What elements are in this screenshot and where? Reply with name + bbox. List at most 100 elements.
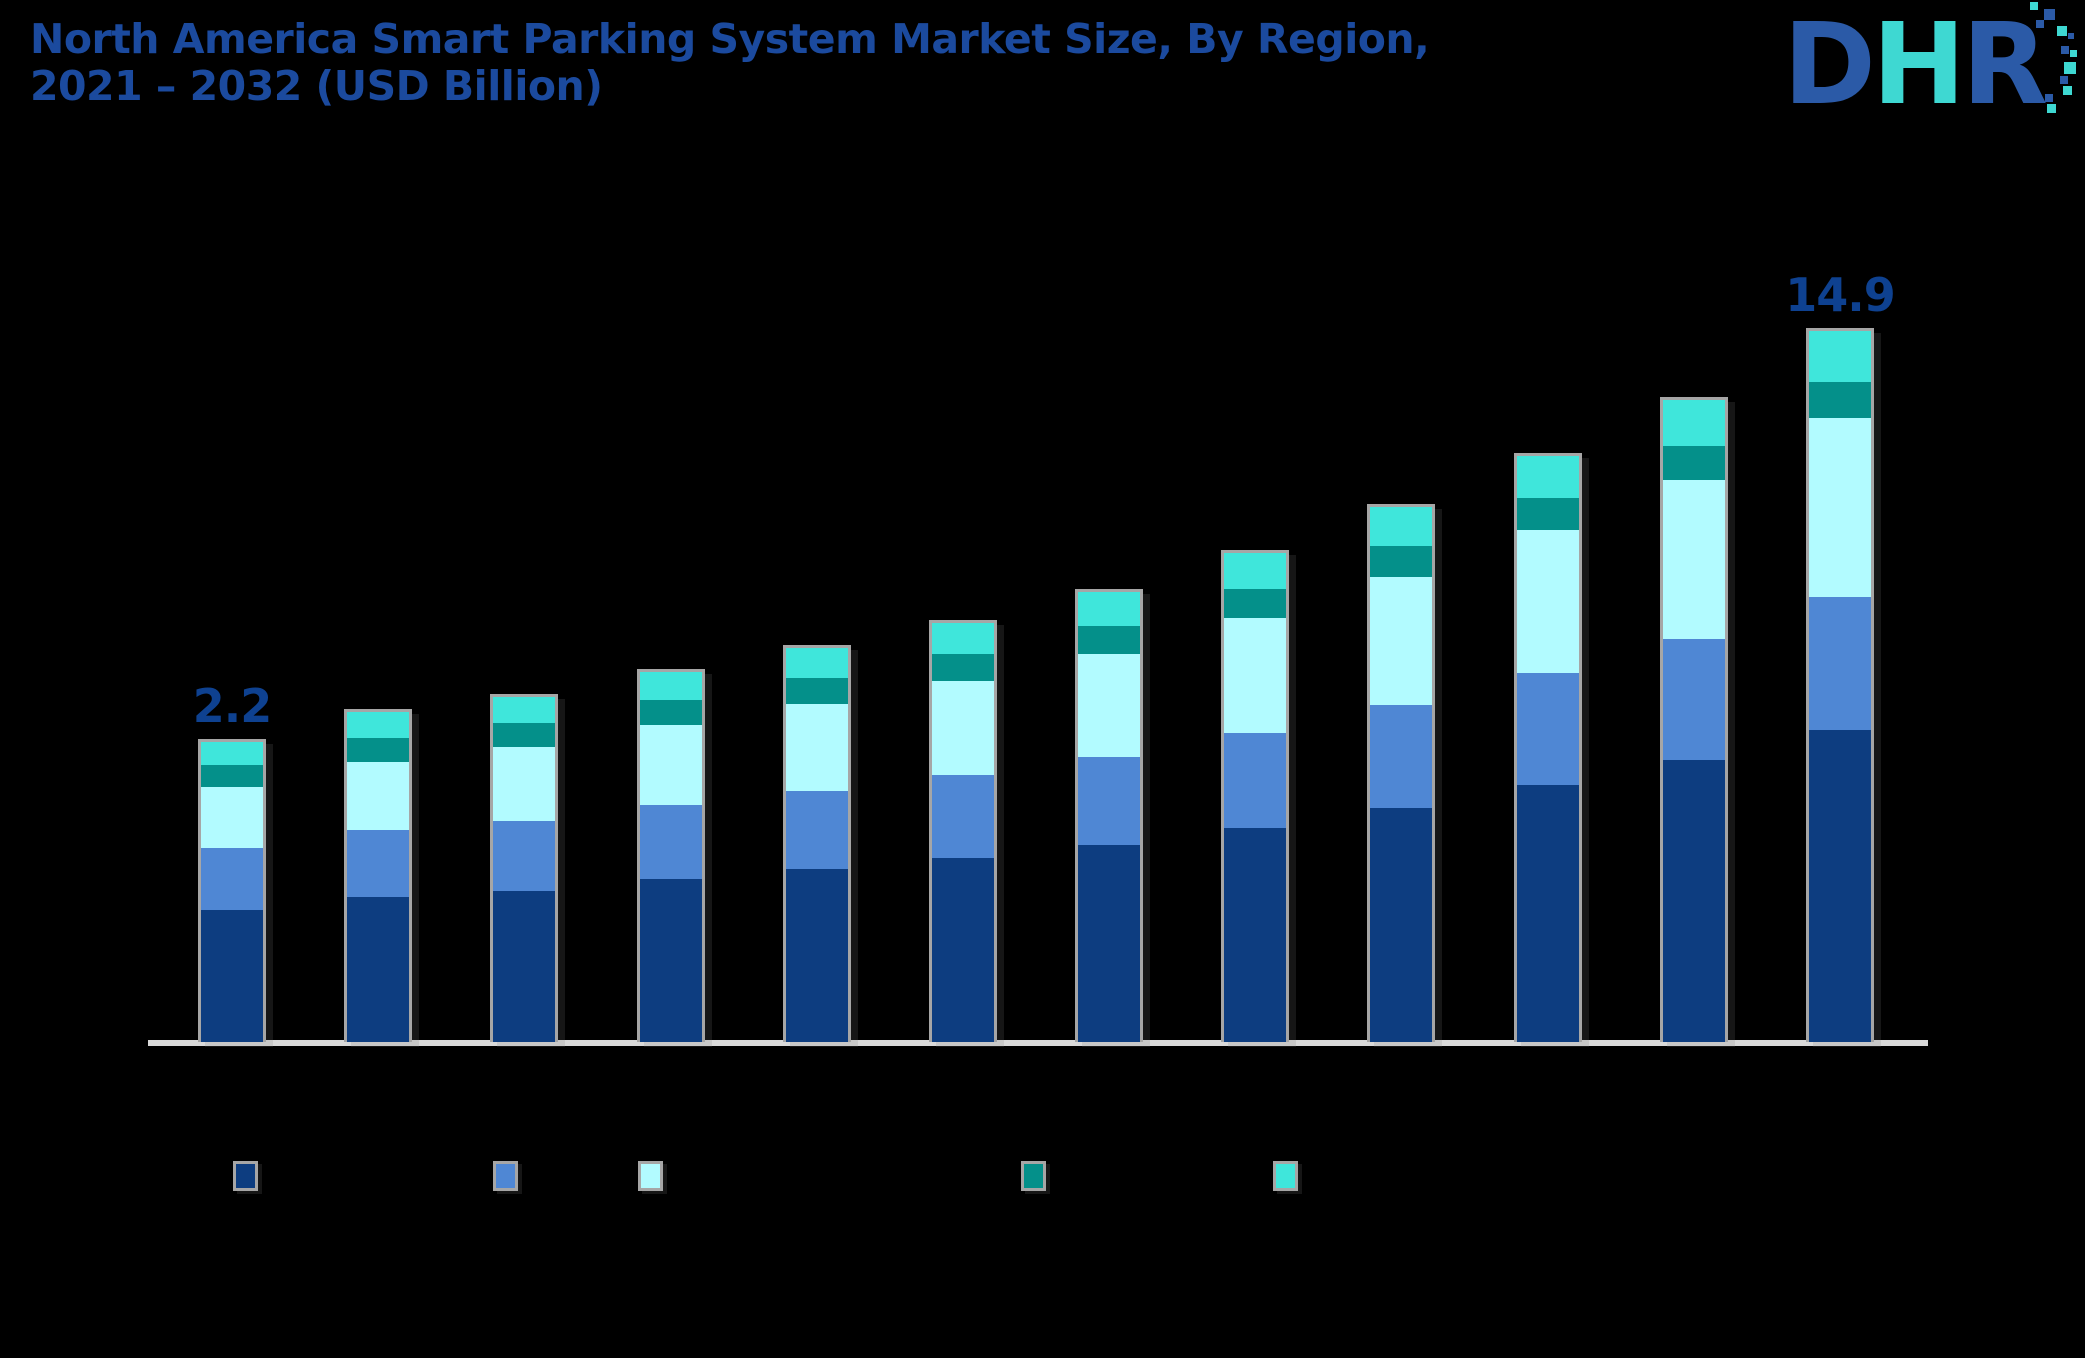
bar-segment-turquoise: [1370, 507, 1432, 546]
logo-dot-icon: [2044, 9, 2055, 20]
bar-segment-blue: [347, 830, 409, 897]
logo-dot-icon: [2064, 62, 2076, 74]
bar-segment-teal: [1517, 498, 1579, 530]
bar-segment-teal: [1078, 626, 1140, 654]
logo-dot-icon: [2047, 104, 2056, 113]
bar-segment-teal: [640, 700, 702, 725]
bar-segment-turquoise: [347, 712, 409, 738]
page-title: North America Smart Parking System Marke…: [30, 16, 1590, 110]
bar-segment-navy: [640, 879, 702, 1042]
bar-segment-blue: [1078, 757, 1140, 845]
bar-segment-cyan: [201, 787, 263, 848]
bar-segment-navy: [493, 891, 555, 1042]
bar-segment-navy: [201, 910, 263, 1042]
bar-segment-navy: [1078, 845, 1140, 1042]
bar-segment-turquoise: [1517, 456, 1579, 498]
bar-segment-teal: [1663, 446, 1725, 480]
brand-logo: DHR: [1783, 6, 2048, 136]
page-title-line-1: North America Smart Parking System Marke…: [30, 15, 1430, 63]
bar-segment-cyan: [1078, 654, 1140, 757]
bar-2026: [929, 620, 997, 1042]
bar-segment-turquoise: [1809, 331, 1871, 382]
bar-segment-blue: [201, 848, 263, 910]
bar-2030: [1514, 453, 1582, 1042]
bar-segment-blue: [1224, 733, 1286, 828]
logo-letter-r: R: [1961, 0, 2048, 130]
bar-segment-cyan: [1517, 530, 1579, 673]
logo-dot-icon: [2045, 94, 2053, 102]
bar-segment-blue: [1517, 673, 1579, 785]
bar-segment-navy: [347, 897, 409, 1042]
bar-segment-cyan: [347, 762, 409, 830]
bar-segment-cyan: [786, 704, 848, 791]
bar-segment-navy: [1370, 808, 1432, 1042]
bar-segment-teal: [347, 738, 409, 762]
bar-segment-turquoise: [1663, 400, 1725, 446]
bar-segment-blue: [1809, 597, 1871, 730]
bar-segment-navy: [1663, 760, 1725, 1042]
bar-segment-cyan: [932, 681, 994, 775]
logo-dot-icon: [2063, 86, 2072, 95]
bar-2032: [1806, 328, 1874, 1042]
bar-segment-teal: [1370, 546, 1432, 577]
bar-2028: [1221, 550, 1289, 1042]
bar-2022: [344, 709, 412, 1042]
bar-2025: [783, 645, 851, 1042]
logo-dot-icon: [2061, 46, 2069, 54]
bar-segment-navy: [1224, 828, 1286, 1042]
bar-segment-navy: [1517, 785, 1579, 1042]
value-label-2021: 2.2: [192, 679, 273, 733]
bar-segment-navy: [932, 858, 994, 1042]
bar-segment-turquoise: [932, 623, 994, 654]
value-label-2032: 14.9: [1785, 268, 1896, 322]
page-title-line-2: 2021 – 2032 (USD Billion): [30, 62, 603, 110]
bar-segment-teal: [786, 678, 848, 704]
bar-segment-teal: [932, 654, 994, 681]
logo-dot-icon: [2057, 26, 2067, 36]
logo-dot-icon: [2030, 2, 2038, 10]
bar-segment-turquoise: [201, 742, 263, 765]
logo-letter-d: D: [1783, 0, 1876, 130]
bar-segment-cyan: [493, 747, 555, 821]
bar-2027: [1075, 589, 1143, 1042]
bar-segment-blue: [786, 791, 848, 869]
bar-segment-teal: [493, 723, 555, 747]
bar-segment-turquoise: [1224, 553, 1286, 589]
bar-segment-turquoise: [786, 648, 848, 678]
legend-swatch-blue: [493, 1161, 518, 1191]
bar-2031: [1660, 397, 1728, 1042]
x-axis-line: [148, 1040, 1928, 1046]
bar-segment-cyan: [1370, 577, 1432, 705]
bar-segment-cyan: [640, 725, 702, 805]
logo-dot-icon: [2070, 50, 2077, 57]
bar-segment-cyan: [1224, 618, 1286, 733]
bar-segment-blue: [640, 805, 702, 879]
logo-letter-h: H: [1871, 0, 1966, 130]
bar-segment-turquoise: [493, 697, 555, 723]
bar-2023: [490, 694, 558, 1042]
legend-swatch-turquoise: [1273, 1161, 1298, 1191]
bar-segment-cyan: [1663, 480, 1725, 639]
bar-segment-teal: [1224, 589, 1286, 618]
bar-segment-navy: [1809, 730, 1871, 1042]
bar-segment-blue: [932, 775, 994, 858]
bar-segment-navy: [786, 869, 848, 1042]
legend-swatch-navy: [233, 1161, 258, 1191]
legend-swatch-teal: [1021, 1161, 1046, 1191]
legend-swatch-cyan: [638, 1161, 663, 1191]
bar-2029: [1367, 504, 1435, 1042]
bar-segment-turquoise: [1078, 592, 1140, 626]
bar-segment-blue: [493, 821, 555, 891]
bar-segment-turquoise: [640, 672, 702, 700]
bar-segment-teal: [201, 765, 263, 787]
logo-dot-icon: [2060, 76, 2068, 84]
bar-segment-blue: [1663, 639, 1725, 760]
bar-2021: [198, 739, 266, 1042]
bar-segment-teal: [1809, 382, 1871, 418]
logo-dot-icon: [2036, 20, 2044, 28]
bar-2024: [637, 669, 705, 1042]
logo-dot-icon: [2068, 33, 2074, 39]
bar-segment-blue: [1370, 705, 1432, 808]
bar-segment-cyan: [1809, 418, 1871, 597]
